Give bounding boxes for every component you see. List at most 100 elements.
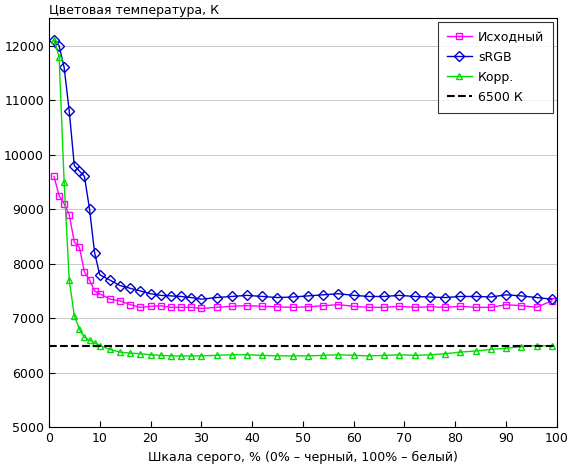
Корр. [50, 37, 57, 43]
sRGB [442, 295, 449, 300]
Корр. [274, 353, 281, 358]
sRGB [380, 293, 387, 299]
sRGB [66, 108, 73, 114]
Корр. [335, 352, 342, 358]
Исходный [188, 305, 195, 310]
Исходный [457, 303, 464, 309]
Исходный [61, 201, 68, 206]
Корр. [178, 353, 185, 358]
Исходный [91, 288, 98, 294]
Корр. [229, 352, 236, 358]
sRGB [289, 294, 296, 300]
Исходный [350, 303, 357, 309]
Корр. [56, 54, 62, 59]
sRGB [229, 293, 236, 299]
Исходный [289, 305, 296, 310]
Корр. [289, 353, 296, 358]
Исходный [81, 269, 88, 275]
sRGB [81, 174, 88, 179]
Исходный [178, 305, 185, 310]
Корр. [198, 353, 205, 358]
Line: sRGB: sRGB [50, 37, 555, 303]
Исходный [548, 298, 555, 304]
Корр. [116, 349, 123, 355]
Корр. [518, 344, 525, 350]
sRGB [147, 291, 154, 297]
Исходный [96, 291, 103, 297]
Корр. [127, 351, 134, 356]
Исходный [304, 304, 311, 310]
Legend: Исходный, sRGB, Корр., 6500 К: Исходный, sRGB, Корр., 6500 К [438, 22, 553, 113]
sRGB [396, 292, 403, 298]
Корр. [350, 352, 357, 358]
Исходный [533, 305, 540, 310]
6500 К [45, 343, 52, 348]
sRGB [274, 295, 281, 300]
Исходный [472, 305, 479, 310]
Корр. [533, 343, 540, 348]
sRGB [71, 163, 78, 168]
sRGB [61, 65, 68, 70]
Text: Цветовая температура, К: Цветовая температура, К [49, 4, 219, 17]
Корр. [244, 352, 250, 358]
Корр. [188, 353, 195, 358]
Исходный [244, 303, 250, 308]
Корр. [503, 345, 509, 351]
Исходный [157, 303, 164, 308]
sRGB [488, 294, 494, 300]
Исходный [411, 305, 418, 310]
sRGB [127, 285, 134, 291]
Корр. [66, 277, 73, 283]
Корр. [107, 346, 113, 352]
Корр. [213, 352, 220, 358]
Корр. [147, 352, 154, 358]
sRGB [178, 293, 185, 299]
Исходный [137, 305, 144, 310]
sRGB [213, 295, 220, 300]
sRGB [533, 295, 540, 300]
Корр. [320, 352, 327, 358]
6500 К [50, 343, 57, 348]
sRGB [426, 294, 433, 300]
Исходный [380, 305, 387, 310]
Корр. [91, 340, 98, 346]
Исходный [366, 305, 372, 310]
Исходный [335, 302, 342, 307]
Исходный [396, 303, 403, 309]
Исходный [229, 303, 236, 309]
Исходный [274, 304, 281, 310]
sRGB [137, 288, 144, 294]
sRGB [320, 292, 327, 298]
Исходный [71, 239, 78, 245]
sRGB [188, 295, 195, 300]
sRGB [107, 277, 113, 283]
sRGB [56, 43, 62, 48]
sRGB [259, 293, 266, 299]
Исходный [320, 303, 327, 308]
Исходный [147, 303, 154, 309]
sRGB [86, 206, 93, 212]
sRGB [167, 293, 174, 299]
sRGB [518, 293, 525, 299]
Корр. [96, 343, 103, 348]
sRGB [335, 291, 342, 297]
Корр. [457, 349, 464, 355]
Корр. [167, 353, 174, 358]
Корр. [426, 352, 433, 358]
Корр. [472, 348, 479, 354]
sRGB [366, 293, 372, 299]
Исходный [259, 303, 266, 309]
Корр. [366, 353, 372, 358]
Корр. [86, 337, 93, 343]
sRGB [548, 296, 555, 302]
sRGB [472, 293, 479, 299]
Корр. [61, 179, 68, 185]
Исходный [107, 296, 113, 302]
Корр. [548, 343, 555, 349]
sRGB [503, 292, 509, 298]
sRGB [96, 272, 103, 278]
Исходный [66, 212, 73, 218]
Исходный [198, 306, 205, 311]
Корр. [76, 326, 83, 332]
sRGB [350, 292, 357, 298]
